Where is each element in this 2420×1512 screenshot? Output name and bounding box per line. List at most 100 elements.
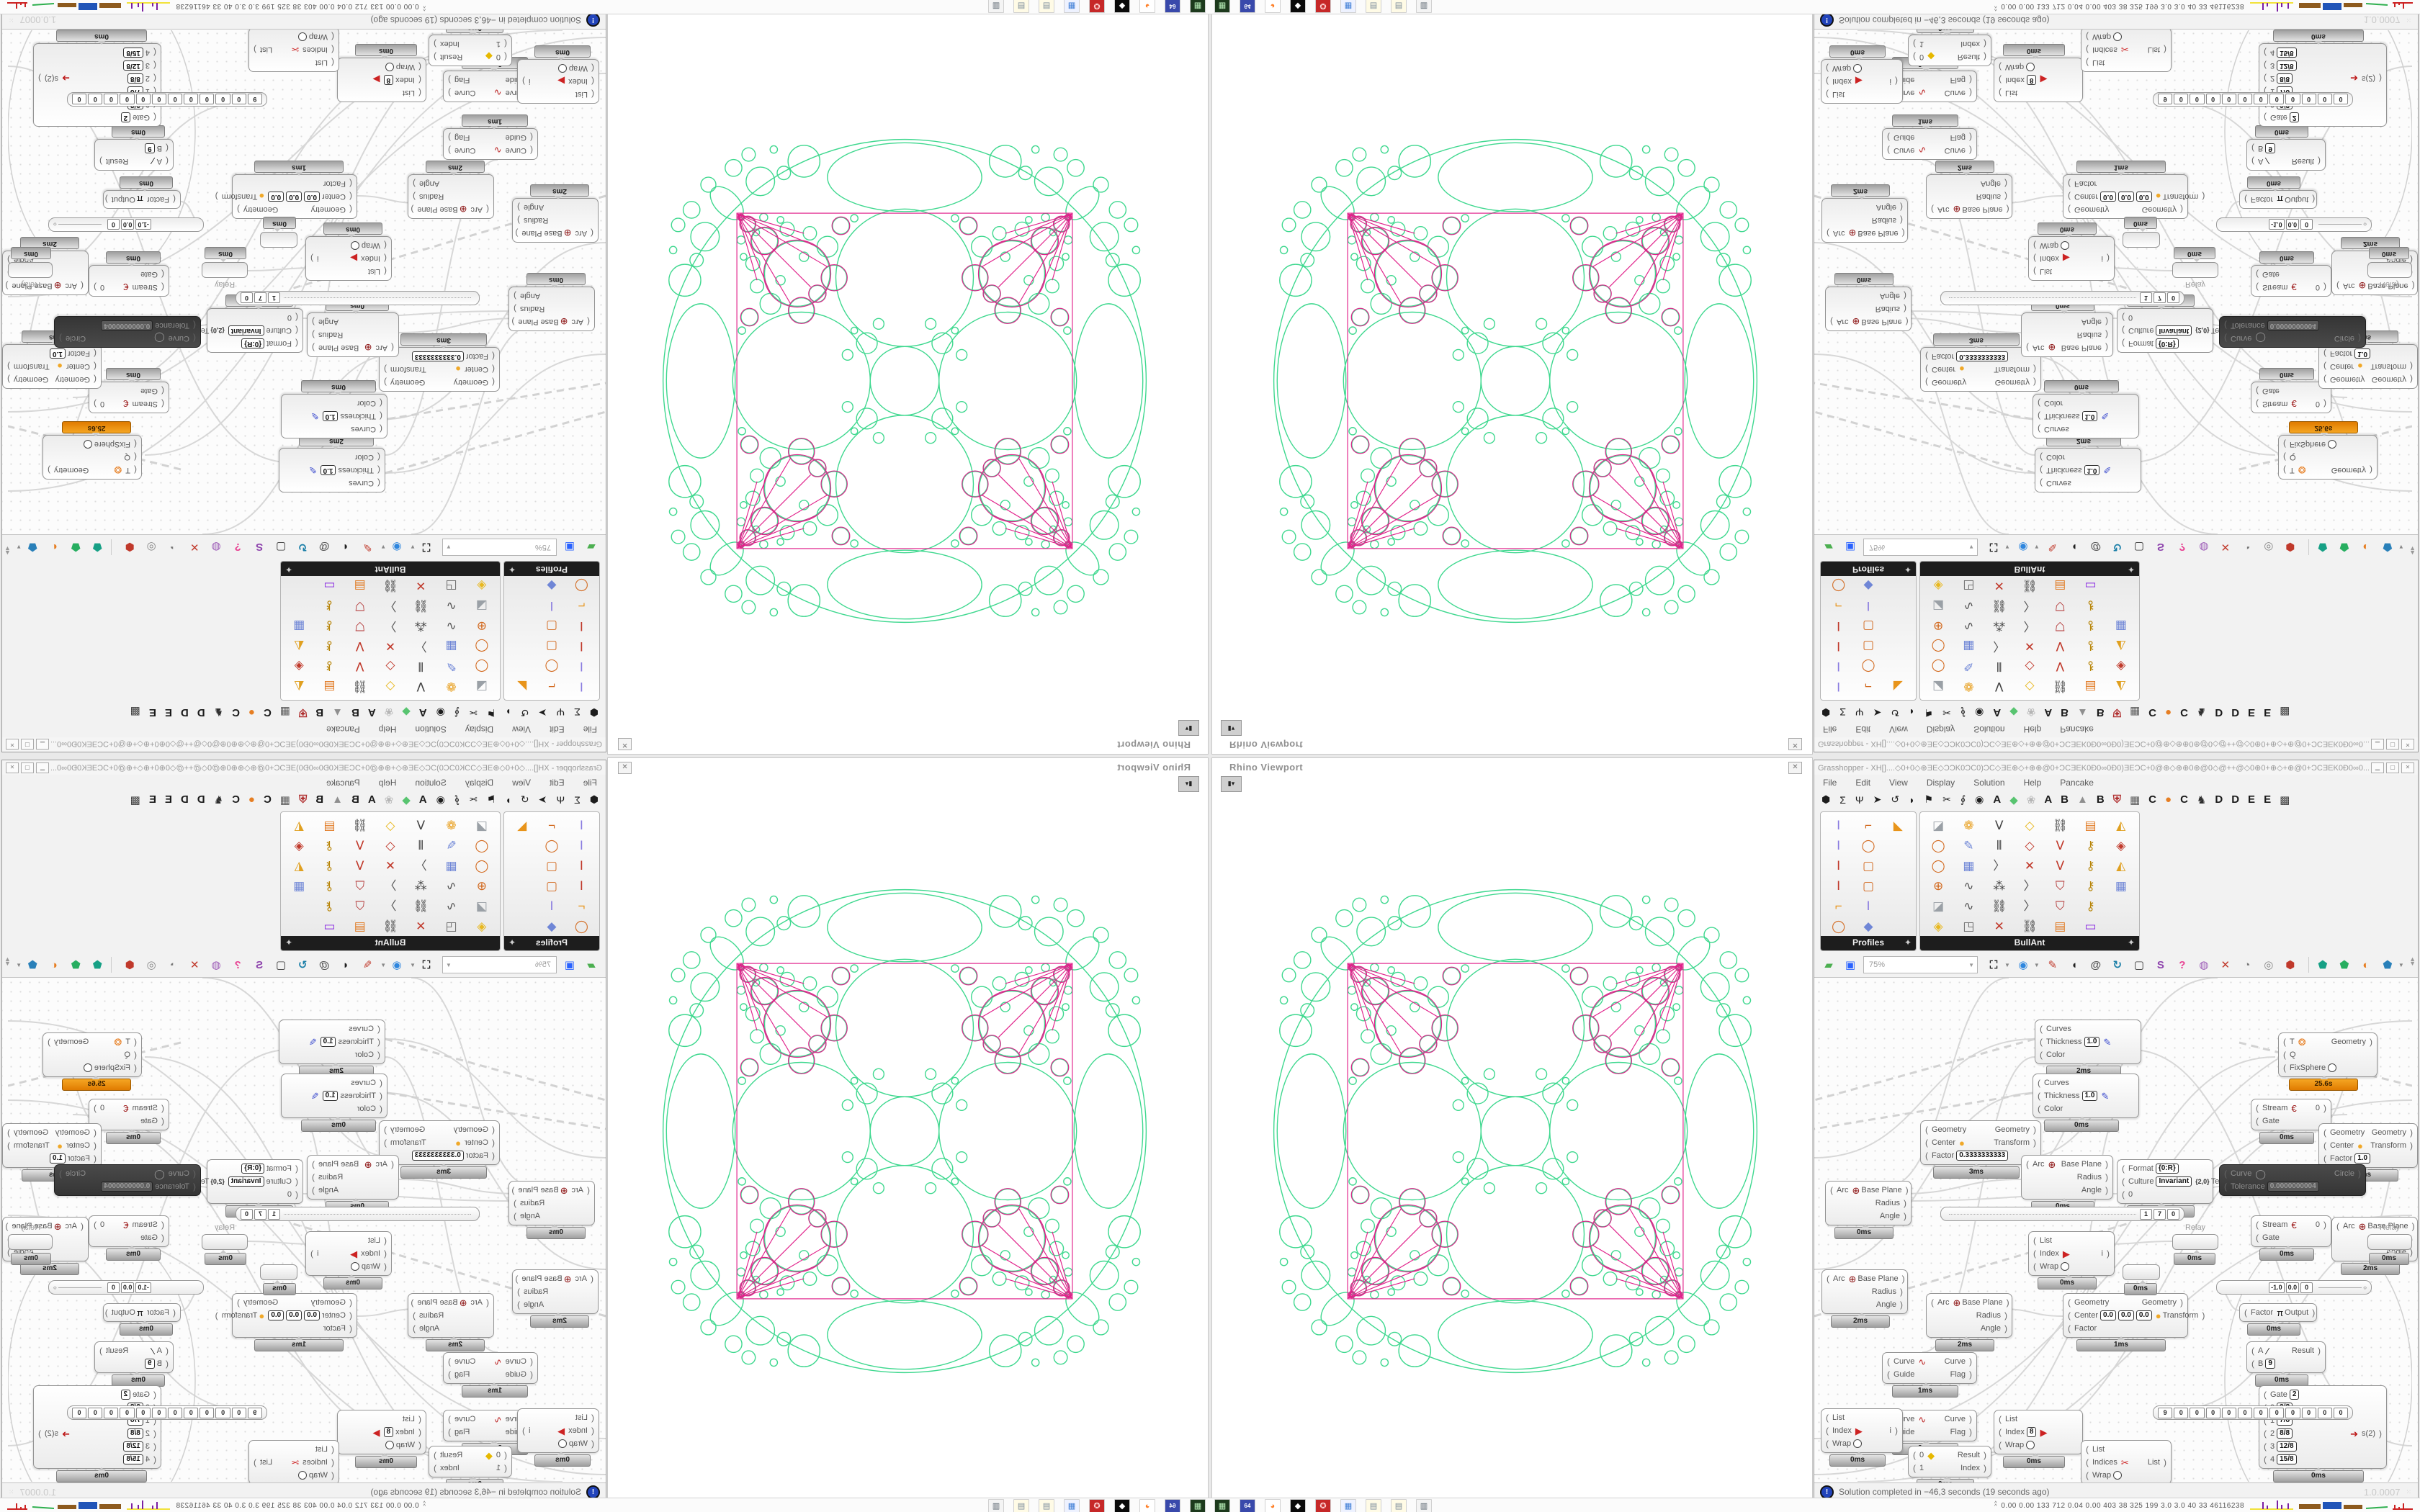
category-tab-icon-4[interactable]: ↺ <box>1891 793 1900 805</box>
gh-relay-node[interactable]: Relay <box>2367 1223 2412 1250</box>
save-file-icon[interactable]: ▣ <box>564 541 575 553</box>
slider-value[interactable]: -1.0 <box>135 219 151 230</box>
focus-extents-icon[interactable]: ⛶ <box>1989 958 1998 971</box>
slider-value[interactable]: 7 <box>2154 1208 2166 1220</box>
slider-value[interactable]: 0.0 <box>2285 1282 2300 1293</box>
value-box[interactable]: 2 <box>120 112 131 122</box>
slider-value[interactable]: 0 <box>200 94 215 105</box>
toolbar-scroll-arrows[interactable]: ▲ ▼ <box>2409 545 2416 557</box>
menu-item-help[interactable]: Help <box>2023 724 2042 734</box>
value-box[interactable]: 1.0 <box>49 1153 66 1164</box>
palette-component-icon[interactable]: ◯ <box>475 838 489 852</box>
number-slider[interactable]: -1.0 0.0 0 ○ <box>48 217 204 232</box>
value-box[interactable]: 0.0 <box>286 192 302 202</box>
palette-component-icon[interactable]: ◯ <box>475 858 489 873</box>
dark-paint-app-icon[interactable]: ◆ <box>1114 1499 1130 1512</box>
gh-node[interactable]: ListIndex8▶Wrap <box>1994 1410 2083 1454</box>
gh-node[interactable]: GeometryGeometryCenter0.00.00.0●Transfor… <box>2063 1293 2198 1338</box>
dropdown-arrow-icon[interactable]: ▼ <box>410 961 416 968</box>
viewport-dropdown[interactable]: ▮▾ <box>1221 776 1242 792</box>
value-box[interactable]: 8 <box>383 75 394 85</box>
palette-component-icon[interactable]: ◣ <box>1893 680 1903 694</box>
palette-component-icon[interactable]: ⚷ <box>2086 619 2095 634</box>
palette-component-icon[interactable]: Ⅰ <box>1837 838 1841 852</box>
plugin-tab-13[interactable]: D <box>2215 793 2223 806</box>
floppy64-app-icon[interactable]: 64 <box>1165 0 1180 13</box>
gh-node[interactable]: T❂GeometryQFixSphere <box>42 1032 142 1077</box>
palette-component-icon[interactable]: ⁂ <box>414 878 427 893</box>
palette-component-icon[interactable]: Ⅰ <box>550 899 554 913</box>
value-box[interactable]: 0.0 <box>2136 192 2152 202</box>
category-tab-icon-7[interactable]: ✂ <box>469 793 478 805</box>
plugin-tab-13[interactable]: D <box>197 793 205 806</box>
plugin-tab-9[interactable]: C <box>264 706 272 719</box>
dropdown-arrow-icon[interactable]: ▼ <box>380 961 387 968</box>
value-box[interactable]: Invariant <box>228 1176 264 1187</box>
notepad-app-icon[interactable]: ▤ <box>1366 0 1381 13</box>
slider-value[interactable]: 0 <box>107 1282 120 1293</box>
palette-component-icon[interactable]: ▦ <box>2115 619 2127 634</box>
menu-item-display[interactable]: Display <box>1926 778 1955 788</box>
palette-component-icon[interactable]: ⚷ <box>2086 599 2095 613</box>
plugin-tab-12[interactable]: ♞ <box>213 706 224 719</box>
palette-component-icon[interactable]: ▢ <box>1862 639 1875 654</box>
palette-component-icon[interactable]: Ⅴ <box>355 639 364 654</box>
category-tab-icon-3[interactable]: ➤ <box>1873 793 1882 805</box>
plugin-tab-13[interactable]: D <box>197 706 205 719</box>
firefox-app-icon[interactable]: ◕ <box>1265 0 1281 13</box>
gh-node[interactable]: ListIndex8▶Wrap <box>1994 58 2083 102</box>
gem-orange-icon[interactable]: ◐ <box>2362 958 2370 971</box>
category-tab-icon-9[interactable]: ◉ <box>436 793 445 805</box>
palette-component-icon[interactable]: ⛓ <box>2052 818 2069 832</box>
plugin-tab-17[interactable]: ▩ <box>130 793 140 806</box>
palette-component-icon[interactable]: ◆ <box>547 579 557 593</box>
dropdown-arrow-icon[interactable]: ▼ <box>16 961 22 968</box>
menu-item-solution[interactable]: Solution <box>415 724 447 734</box>
plugin-tab-3[interactable]: A <box>2044 793 2053 806</box>
resize-grip-icon[interactable]: ⁙ <box>8 1488 14 1495</box>
palette-component-icon[interactable]: ⁂ <box>414 619 427 634</box>
gh-node[interactable]: CurvesThickness1.0✎Color <box>281 1074 387 1118</box>
slider-value[interactable]: 0 <box>135 1407 151 1418</box>
slider-value[interactable]: 0 <box>2254 94 2269 105</box>
slider-value[interactable]: 0 <box>184 1407 199 1418</box>
slider-value[interactable]: 0 <box>167 1407 183 1418</box>
plugin-tab-14[interactable]: D <box>180 706 189 719</box>
category-tab-icon-3[interactable]: ➤ <box>1873 707 1882 719</box>
jack-icon[interactable]: ✕ <box>2220 959 2231 971</box>
slider-value[interactable]: 0 <box>120 1407 135 1418</box>
palette-component-icon[interactable]: ⚷ <box>2086 878 2095 893</box>
fax-printer-app-icon[interactable]: ▥ <box>1416 0 1432 13</box>
palette-component-icon[interactable]: ∿ <box>1963 878 1974 893</box>
plugin-tab-1[interactable]: ◆ <box>402 793 411 806</box>
palette-component-icon[interactable]: ◯ <box>544 660 559 674</box>
plugin-tab-17[interactable]: ▩ <box>2280 793 2290 806</box>
palette-component-icon[interactable]: 〉 <box>2023 619 2036 634</box>
toolbar-scroll-arrows[interactable]: ▲ ▼ <box>4 955 11 967</box>
category-tab-icon-5[interactable]: ◗ <box>1909 706 1915 719</box>
palette-component-icon[interactable]: Ⅰ <box>579 639 583 654</box>
palette-component-icon[interactable]: 〉 <box>1993 858 2006 873</box>
gh-node[interactable]: A⁄ResultB9 <box>2246 139 2326 171</box>
palette-component-icon[interactable]: ▭ <box>323 919 336 933</box>
palette-component-icon[interactable]: ▭ <box>323 579 336 593</box>
palette-component-icon[interactable]: ✕ <box>1994 579 2004 593</box>
menu-item-help[interactable]: Help <box>2023 778 2042 788</box>
palette-component-icon[interactable]: ∿ <box>446 899 457 913</box>
fax-printer-app-icon[interactable]: ▥ <box>988 1499 1004 1512</box>
menu-item-pancake[interactable]: Pancake <box>326 724 360 734</box>
slider-value[interactable]: 0 <box>2269 1407 2285 1418</box>
gh-titlebar[interactable]: Grasshopper - XH[]....◇0+0◇⊕ƎE◇ƆƆK0ƆC0)Ɔ… <box>2 737 606 752</box>
value-box[interactable]: 0.0000000004 <box>2267 1182 2319 1192</box>
plugin-tab-15[interactable]: E <box>164 706 172 719</box>
palette-component-icon[interactable]: Ⅰ <box>579 878 583 893</box>
value-box[interactable]: 15/8 <box>123 48 143 58</box>
dropdown-arrow-icon[interactable]: ▼ <box>2033 544 2040 551</box>
palette-component-icon[interactable]: ◈ <box>1933 919 1943 933</box>
palette-component-icon[interactable]: Ⅴ <box>355 838 364 852</box>
palette-component-icon[interactable]: ⚷ <box>2086 639 2095 654</box>
